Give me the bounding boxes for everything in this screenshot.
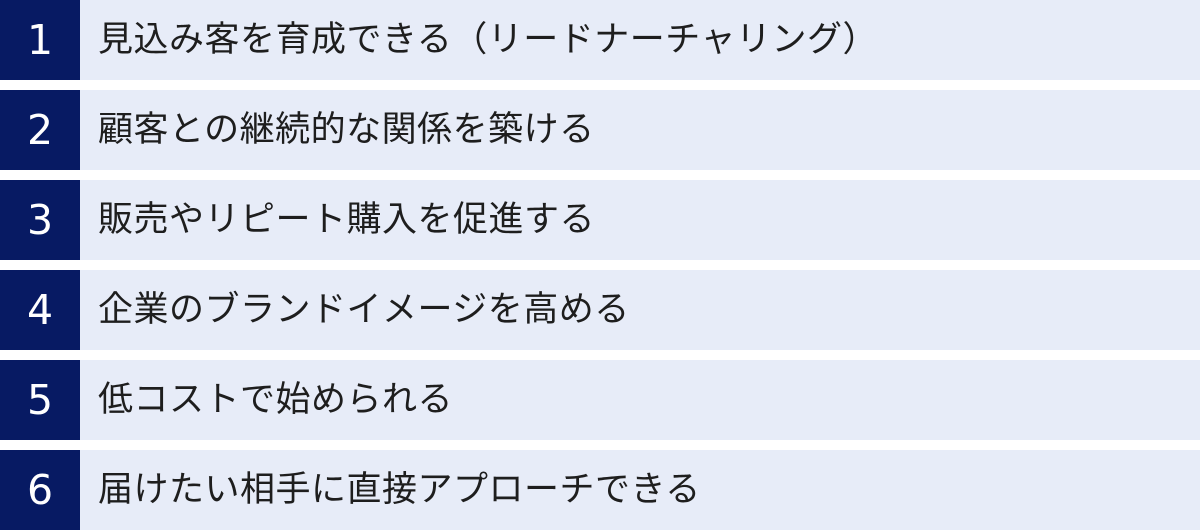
item-label-bar: 届けたい相手に直接アプローチできる [80,450,1200,530]
item-number-box: 6 [0,450,80,530]
item-number: 4 [26,285,54,334]
item-number: 2 [26,105,54,154]
item-label-bar: 販売やリピート購入を促進する [80,180,1200,260]
item-number: 1 [26,15,54,64]
item-label-bar: 企業のブランドイメージを高める [80,270,1200,350]
list-item: 4 企業のブランドイメージを高める [0,270,1200,350]
list-item: 2 顧客との継続的な関係を築ける [0,90,1200,170]
item-label-bar: 見込み客を育成できる（リードナーチャリング） [80,0,1200,80]
item-label: 顧客との継続的な関係を築ける [98,109,595,150]
item-number-box: 3 [0,180,80,260]
item-label-bar: 低コストで始められる [80,360,1200,440]
item-number-box: 1 [0,0,80,80]
item-number-box: 5 [0,360,80,440]
item-label: 販売やリピート購入を促進する [98,199,596,240]
item-number: 6 [26,465,54,514]
item-number-box: 2 [0,90,80,170]
item-label: 届けたい相手に直接アプローチできる [98,469,701,510]
item-label: 企業のブランドイメージを高める [98,289,630,330]
list-item: 6 届けたい相手に直接アプローチできる [0,450,1200,530]
item-number: 3 [26,195,54,244]
list-item: 3 販売やリピート購入を促進する [0,180,1200,260]
item-number-box: 4 [0,270,80,350]
item-number: 5 [26,375,54,424]
item-label: 見込み客を育成できる（リードナーチャリング） [98,19,878,60]
list-item: 1 見込み客を育成できる（リードナーチャリング） [0,0,1200,80]
list-item: 5 低コストで始められる [0,360,1200,440]
item-label: 低コストで始められる [98,379,454,420]
item-label-bar: 顧客との継続的な関係を築ける [80,90,1200,170]
